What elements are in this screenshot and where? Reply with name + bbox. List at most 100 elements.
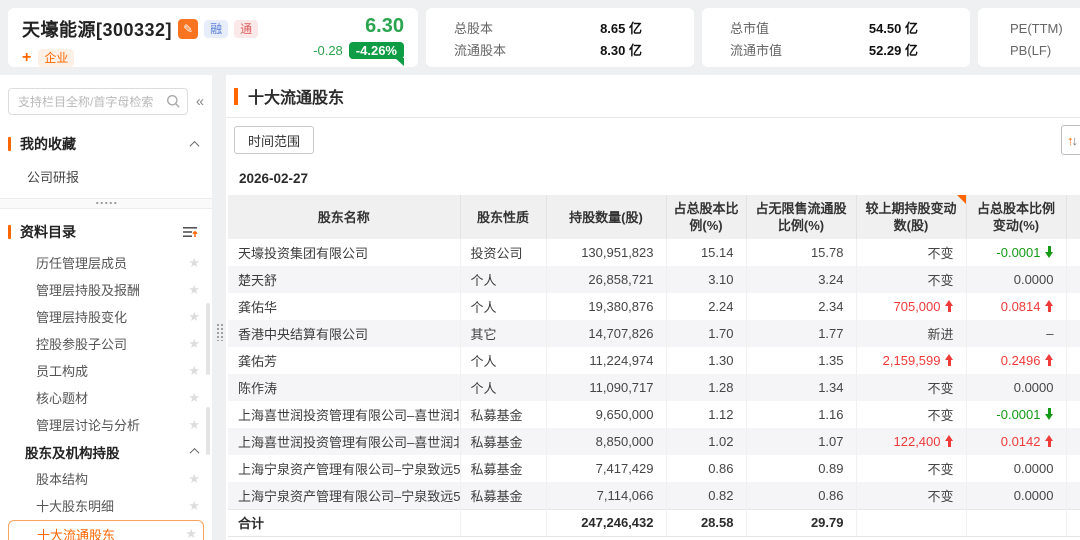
star-icon[interactable]: ★: [188, 362, 200, 378]
sidebar-item[interactable]: 管理层持股变化 ★: [0, 303, 212, 330]
chevron-up-icon[interactable]: [189, 140, 200, 151]
stat-value: 52.29 亿: [868, 43, 918, 58]
sidebar-item-favorite[interactable]: 公司研报: [27, 170, 80, 185]
stat-cards: 总股本 8.65 亿流通股本 8.30 亿 总市值 54.50 亿流通市值 52.29 亿…: [426, 8, 1080, 67]
cell-pct-total: 3.10: [666, 266, 747, 293]
column-header[interactable]: 占总股本比例(%): [666, 195, 747, 239]
star-icon[interactable]: ★: [188, 497, 200, 513]
stat-row: 流通股本 8.30 亿: [454, 40, 668, 62]
sidebar-item[interactable]: 员工构成 ★: [0, 357, 212, 384]
sidebar-item-selected[interactable]: 十大流通股东 ★: [8, 520, 204, 540]
table-row: 龚佑华 个人 19,380,876 2.24 2.34 705,000 0.0814: [228, 293, 1080, 320]
cell-pct-float: 1.77: [746, 320, 857, 347]
edit-icon[interactable]: ✎: [178, 19, 199, 39]
column-header[interactable]: 持股数量(股): [546, 195, 667, 239]
sidebar-item-label: 控股参股子公司: [36, 337, 128, 352]
cell-change-pct: –: [966, 320, 1067, 347]
cell-pct-total: 1.12: [666, 401, 747, 428]
sidebar-scrollbar[interactable]: [206, 303, 210, 375]
chevron-up-icon[interactable]: [189, 447, 200, 458]
table-row: 陈作涛 个人 11,090,717 1.28 1.34 不变 0.0000: [228, 374, 1080, 401]
stat-row: PB(LF): [1010, 40, 1080, 62]
cell-pct-float: 0.89: [746, 455, 857, 482]
stat-label: 总市值: [730, 21, 770, 36]
search-icon[interactable]: [166, 94, 181, 112]
sidebar-scrollbar-lower[interactable]: [206, 407, 210, 455]
stock-title: 天壕能源[300332]: [22, 20, 173, 40]
sidebar-item[interactable]: 核心题材 ★: [0, 384, 212, 411]
cell-shareholder-name: 陈作涛: [228, 374, 461, 401]
stat-card: PE(TTM) PB(LF): [978, 8, 1080, 67]
cell-change-shares: 122,400: [856, 428, 967, 455]
cell-shares: 11,224,974: [546, 347, 667, 374]
star-icon[interactable]: ★: [188, 416, 200, 432]
sidebar-section-header[interactable]: 股东及机构持股: [0, 438, 212, 465]
cell-change-shares: 705,000: [856, 293, 967, 320]
cell-shareholder-type: 个人: [460, 374, 547, 401]
sort-marker-icon: [956, 195, 966, 204]
sidebar-item[interactable]: 股本结构 ★: [0, 465, 212, 492]
star-icon[interactable]: ★: [188, 281, 200, 297]
table-body: 天壕投资集团有限公司 投资公司 130,951,823 15.14 15.78 不变 -0.…: [228, 239, 1080, 537]
cell-shareholder-name: 上海喜世润投资管理有限公司–喜世润北...: [228, 428, 461, 455]
star-icon[interactable]: ★: [188, 335, 200, 351]
cell-change-pct: -0.0001: [966, 239, 1067, 266]
splitter-drag-dots-icon: [216, 323, 223, 341]
cell-change-shares: 不变: [856, 374, 967, 401]
sidebar-horizontal-drag-handle[interactable]: [0, 198, 212, 209]
sidebar-item[interactable]: 控股参股子公司 ★: [0, 330, 212, 357]
column-header[interactable]: 股东性质: [460, 195, 547, 239]
margin-badge: 融: [204, 20, 229, 38]
toolbar: 时间范围 ↑↓: [226, 118, 1080, 162]
price-change: -0.28: [313, 43, 343, 58]
catalog-section-header[interactable]: 资料目录: [0, 215, 212, 249]
stat-value: 8.30 亿: [600, 43, 642, 58]
time-range-button[interactable]: 时间范围: [234, 126, 315, 154]
sidebar-item[interactable]: 管理层讨论与分析 ★: [0, 411, 212, 438]
stat-label: 流通市值: [730, 43, 783, 58]
cell-shareholder-type: 投资公司: [460, 239, 547, 266]
arrow-down-icon: [1044, 408, 1054, 420]
column-header[interactable]: 占无限售流通股比例(%): [746, 195, 857, 239]
stat-card: 总市值 54.50 亿流通市值 52.29 亿: [702, 8, 970, 67]
star-icon[interactable]: ★: [188, 308, 200, 324]
cell-change-pct: 0.2496: [966, 347, 1067, 374]
cell-total-label: 合计: [228, 508, 461, 537]
star-icon[interactable]: ★: [188, 470, 200, 486]
star-icon[interactable]: ★: [188, 254, 200, 270]
sidebar-item[interactable]: 十大股东明细 ★: [0, 492, 212, 519]
favorites-section-header[interactable]: 我的收藏: [0, 127, 212, 161]
collapse-all-icon[interactable]: [182, 225, 198, 239]
sidebar-item[interactable]: 管理层持股及报酬 ★: [0, 276, 212, 303]
cell-pct-total: 2.24: [666, 293, 747, 320]
cell-shareholder-type: 私募基金: [460, 401, 547, 428]
stat-row: 流通市值 52.29 亿: [730, 40, 944, 62]
sidebar-item-label: 核心题材: [36, 391, 89, 406]
cell-shares: 130,951,823: [546, 239, 667, 266]
cell-shareholder-type: 私募基金: [460, 428, 547, 455]
cell-shareholder-name: 上海宁泉资产管理有限公司–宁泉致远56...: [228, 482, 461, 509]
add-icon[interactable]: +: [22, 49, 32, 66]
sidebar-collapse-icon[interactable]: «: [195, 93, 205, 110]
table-header-row: 股东名称 股东性质 持股数量(股) 占总股本比例(%) 占无限售流通股比例(%) 较上期持…: [228, 195, 1080, 239]
column-header[interactable]: 占总股本比例变动(%): [966, 195, 1067, 239]
sort-button[interactable]: ↑↓: [1061, 125, 1080, 155]
cell-cropped: [1066, 374, 1080, 401]
accent-bar: [234, 87, 238, 105]
cell-shareholder-name: 龚佑芳: [228, 347, 461, 374]
cell-shareholder-type: 个人: [460, 347, 547, 374]
company-tag[interactable]: 企业: [38, 49, 75, 67]
star-icon[interactable]: ★: [185, 526, 197, 540]
sidebar-item[interactable]: 历任管理层成员 ★: [0, 249, 212, 276]
cell-shareholder-type: 个人: [460, 266, 547, 293]
column-header[interactable]: 较上期持股变动数(股): [856, 195, 967, 239]
cell-pct-total: 1.30: [666, 347, 747, 374]
search-input[interactable]: [8, 88, 188, 115]
cell-pct-float: 3.24: [746, 266, 857, 293]
price-block: 6.30 -0.28 -4.26%: [313, 14, 405, 66]
catalog-title: 资料目录: [20, 224, 76, 240]
cell-shareholder-name: 楚天舒: [228, 266, 461, 293]
column-header[interactable]: 股东名称: [228, 195, 461, 239]
star-icon[interactable]: ★: [188, 389, 200, 405]
panel-splitter[interactable]: [212, 75, 226, 540]
